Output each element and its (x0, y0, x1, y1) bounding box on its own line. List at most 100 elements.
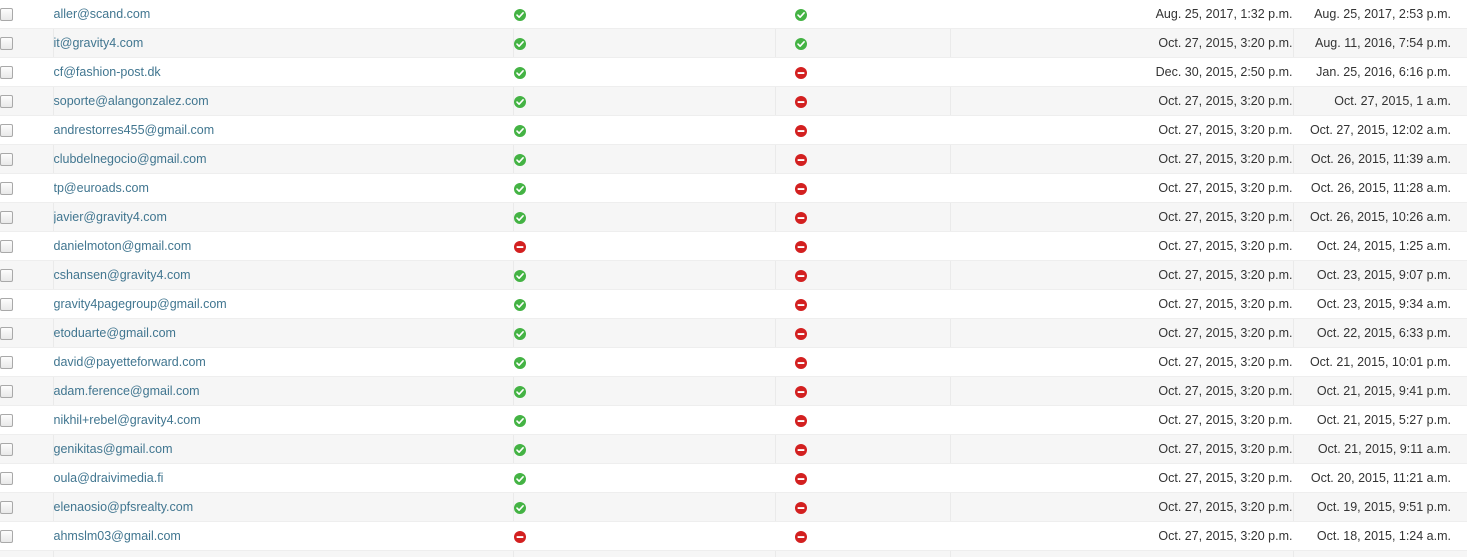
email-cell[interactable]: javier@gravity4.com (52, 202, 513, 232)
table-row[interactable]: elenaosio@pfsrealty.com Oct. 27, 2015, 3:… (0, 492, 1467, 522)
row-select-cell[interactable] (0, 231, 53, 261)
checkbox-unchecked-icon[interactable] (0, 501, 13, 515)
checkbox-unchecked-icon[interactable] (0, 269, 13, 283)
checkbox-unchecked-icon[interactable] (0, 385, 13, 399)
email-cell[interactable]: clubdelnegocio@gmail.com (52, 144, 513, 174)
email-link[interactable]: danielmoton@gmail.com (53, 239, 192, 253)
email-link[interactable]: gravity4pagegroup@gmail.com (53, 297, 227, 311)
row-select-cell[interactable] (0, 492, 53, 522)
row-select-cell[interactable] (0, 289, 53, 319)
table-row[interactable]: it@gravity4.com Oct. 27, 2015, 3:20 p.m. A… (0, 28, 1467, 58)
table-row[interactable]: andrestorres455@gmail.com Oct. 27, 2015, … (0, 115, 1467, 145)
email-cell[interactable]: nikhil+rebel@gravity4.com (53, 405, 513, 435)
email-link[interactable]: cf@fashion-post.dk (53, 65, 161, 79)
table-row[interactable]: ahsm9@yahoo.com Oct. 27, 2015, 3:20 p.m.O… (0, 550, 1467, 557)
email-cell[interactable]: adam.ference@gmail.com (52, 376, 513, 406)
email-link[interactable]: andrestorres455@gmail.com (53, 123, 215, 137)
row-select-cell[interactable] (0, 463, 53, 493)
checkbox-unchecked-icon[interactable] (0, 298, 13, 312)
checkbox-unchecked-icon[interactable] (0, 37, 13, 51)
checkbox-unchecked-icon[interactable] (0, 124, 13, 138)
checkbox-unchecked-icon[interactable] (0, 153, 13, 167)
email-link[interactable]: elenaosio@pfsrealty.com (53, 500, 194, 514)
email-link[interactable]: clubdelnegocio@gmail.com (53, 152, 207, 166)
table-row[interactable]: clubdelnegocio@gmail.com Oct. 27, 2015, 3… (0, 144, 1467, 174)
email-cell[interactable]: cf@fashion-post.dk (53, 57, 513, 87)
email-cell[interactable]: genikitas@gmail.com (52, 434, 513, 464)
table-row[interactable]: tp@euroads.com Oct. 27, 2015, 3:20 p.m. Oc… (0, 173, 1467, 203)
table-row[interactable]: ahmslm03@gmail.com Oct. 27, 2015, 3:20 p.… (0, 521, 1467, 551)
checkbox-unchecked-icon[interactable] (0, 211, 13, 225)
checkbox-unchecked-icon[interactable] (0, 8, 13, 22)
email-cell[interactable]: etoduarte@gmail.com (52, 318, 513, 348)
email-cell[interactable]: cshansen@gravity4.com (52, 260, 513, 290)
email-cell[interactable]: soporte@alangonzalez.com (52, 86, 513, 116)
email-link[interactable]: genikitas@gmail.com (53, 442, 173, 456)
email-cell[interactable]: oula@draivimedia.fi (53, 463, 513, 493)
checkbox-unchecked-icon[interactable] (0, 240, 13, 254)
checkbox-unchecked-icon[interactable] (0, 530, 13, 544)
table-row[interactable]: aller@scand.com Aug. 25, 2017, 1:32 p.m. A… (0, 0, 1467, 29)
table-row[interactable]: gravity4pagegroup@gmail.com Oct. 27, 2015… (0, 289, 1467, 319)
row-select-cell[interactable] (0, 28, 53, 58)
email-link[interactable]: cshansen@gravity4.com (53, 268, 191, 282)
table-row[interactable]: genikitas@gmail.com Oct. 27, 2015, 3:20 p… (0, 434, 1467, 464)
email-cell[interactable]: ahmslm03@gmail.com (53, 521, 513, 551)
row-select-cell[interactable] (0, 57, 53, 87)
checkbox-unchecked-icon[interactable] (0, 95, 13, 109)
row-select-cell[interactable] (0, 115, 53, 145)
table-row[interactable]: javier@gravity4.com Oct. 27, 2015, 3:20 p… (0, 202, 1467, 232)
table-row[interactable]: adam.ference@gmail.com Oct. 27, 2015, 3:2… (0, 376, 1467, 406)
email-link[interactable]: it@gravity4.com (53, 36, 144, 50)
row-select-cell[interactable] (0, 318, 53, 348)
row-select-cell[interactable] (0, 144, 53, 174)
table-row[interactable]: nikhil+rebel@gravity4.com Oct. 27, 2015, … (0, 405, 1467, 435)
email-cell[interactable]: danielmoton@gmail.com (53, 231, 513, 261)
email-link[interactable]: javier@gravity4.com (53, 210, 167, 224)
checkbox-unchecked-icon[interactable] (0, 356, 13, 370)
email-link[interactable]: david@payetteforward.com (53, 355, 206, 369)
row-select-cell[interactable] (0, 202, 53, 232)
email-cell[interactable]: ahsm9@yahoo.com (52, 550, 513, 557)
table-row[interactable]: soporte@alangonzalez.com Oct. 27, 2015, 3… (0, 86, 1467, 116)
row-select-cell[interactable] (0, 521, 53, 551)
table-row[interactable]: cshansen@gravity4.com Oct. 27, 2015, 3:20… (0, 260, 1467, 290)
row-select-cell[interactable] (0, 86, 53, 116)
email-cell[interactable]: aller@scand.com (53, 0, 513, 29)
row-select-cell[interactable] (0, 434, 53, 464)
table-row[interactable]: danielmoton@gmail.com Oct. 27, 2015, 3:20… (0, 231, 1467, 261)
status-no-deny-circle-icon (794, 153, 807, 166)
date-joined-cell: Oct. 27, 2015, 3:20 p.m. (949, 144, 1293, 174)
email-link[interactable]: aller@scand.com (53, 7, 151, 21)
table-row[interactable]: cf@fashion-post.dk Dec. 30, 2015, 2:50 p.… (0, 57, 1467, 87)
checkbox-unchecked-icon[interactable] (0, 327, 13, 341)
table-row[interactable]: oula@draivimedia.fi Oct. 27, 2015, 3:20 p… (0, 463, 1467, 493)
row-select-cell[interactable] (0, 405, 53, 435)
checkbox-unchecked-icon[interactable] (0, 182, 13, 196)
email-cell[interactable]: david@payetteforward.com (53, 347, 513, 377)
email-link[interactable]: oula@draivimedia.fi (53, 471, 164, 485)
checkbox-unchecked-icon[interactable] (0, 66, 13, 80)
checkbox-unchecked-icon[interactable] (0, 414, 13, 428)
row-select-cell[interactable] (0, 0, 53, 29)
email-link[interactable]: tp@euroads.com (53, 181, 149, 195)
email-cell[interactable]: it@gravity4.com (52, 28, 513, 58)
email-cell[interactable]: gravity4pagegroup@gmail.com (53, 289, 513, 319)
email-link[interactable]: etoduarte@gmail.com (53, 326, 176, 340)
row-select-cell[interactable] (0, 173, 53, 203)
email-cell[interactable]: elenaosio@pfsrealty.com (52, 492, 513, 522)
row-select-cell[interactable] (0, 550, 53, 557)
table-row[interactable]: david@payetteforward.com Oct. 27, 2015, 3… (0, 347, 1467, 377)
email-link[interactable]: soporte@alangonzalez.com (53, 94, 209, 108)
row-select-cell[interactable] (0, 347, 53, 377)
email-link[interactable]: nikhil+rebel@gravity4.com (53, 413, 201, 427)
email-link[interactable]: ahmslm03@gmail.com (53, 529, 181, 543)
email-link[interactable]: adam.ference@gmail.com (53, 384, 200, 398)
checkbox-unchecked-icon[interactable] (0, 443, 13, 457)
row-select-cell[interactable] (0, 260, 53, 290)
email-cell[interactable]: andrestorres455@gmail.com (53, 115, 513, 145)
checkbox-unchecked-icon[interactable] (0, 472, 13, 486)
email-cell[interactable]: tp@euroads.com (53, 173, 513, 203)
table-row[interactable]: etoduarte@gmail.com Oct. 27, 2015, 3:20 p… (0, 318, 1467, 348)
row-select-cell[interactable] (0, 376, 53, 406)
